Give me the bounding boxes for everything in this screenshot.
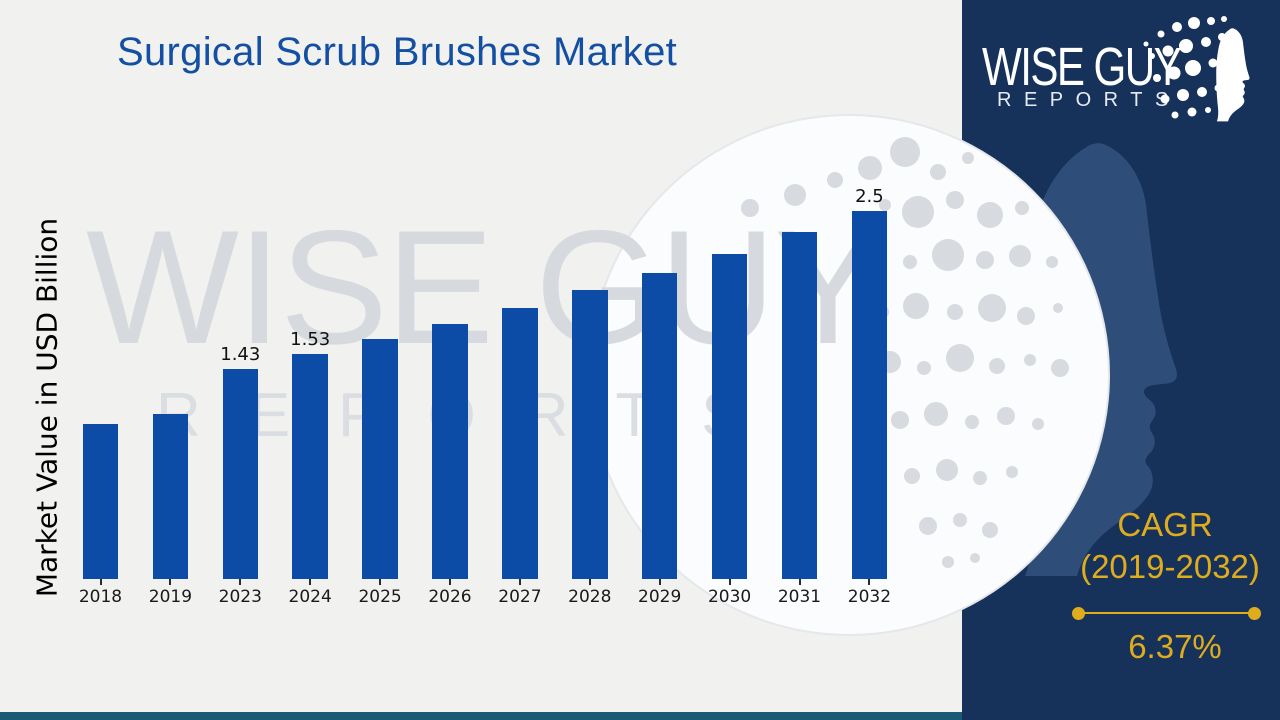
bar-2030 bbox=[711, 254, 748, 579]
bottom-strip bbox=[0, 712, 962, 720]
x-axis-tick bbox=[449, 579, 451, 585]
x-axis-tick bbox=[868, 579, 871, 585]
x-tick-label: 2025 bbox=[358, 587, 402, 607]
x-tick-label: 2031 bbox=[777, 587, 822, 607]
bar-value-label: 2.5 bbox=[855, 186, 884, 207]
x-tick-label: 2023 bbox=[218, 587, 262, 607]
watermark-line1: WISE GUY bbox=[86, 197, 882, 378]
bar-2025 bbox=[362, 339, 398, 579]
x-axis-tick bbox=[99, 579, 102, 585]
bar-2024 bbox=[292, 354, 328, 579]
bar-2023 bbox=[222, 369, 259, 579]
x-axis-tick bbox=[518, 579, 521, 585]
cagr-heading: CAGR bbox=[1117, 506, 1213, 543]
x-tick-label: 2028 bbox=[568, 587, 612, 607]
bar-2026 bbox=[432, 324, 468, 579]
page-title: Surgical Scrub Brushes Market bbox=[117, 30, 678, 74]
bar-2019 bbox=[152, 414, 189, 579]
x-tick-label: 2032 bbox=[847, 587, 892, 607]
cagr-value: 6.37% bbox=[1128, 628, 1222, 665]
bar-2018 bbox=[82, 424, 119, 579]
logo-wordmark: WISE GUY bbox=[982, 37, 1182, 97]
x-axis-tick bbox=[798, 579, 801, 585]
x-tick-label: 2019 bbox=[148, 587, 193, 607]
x-tick-label: 2026 bbox=[428, 587, 472, 607]
bar-value-label: 1.53 bbox=[290, 329, 331, 350]
x-tick-label: 2029 bbox=[638, 587, 682, 607]
x-tick-label: 2018 bbox=[78, 587, 123, 607]
x-axis-tick bbox=[728, 579, 731, 585]
bar-2028 bbox=[572, 290, 608, 579]
x-axis-tick bbox=[239, 579, 242, 585]
x-axis-tick bbox=[658, 579, 661, 585]
x-tick-label: 2030 bbox=[707, 587, 752, 607]
bar-2031 bbox=[781, 232, 818, 579]
bar-2029 bbox=[641, 273, 678, 579]
y-axis-label: Market Value in USD Billion bbox=[30, 217, 64, 598]
x-tick-label: 2027 bbox=[498, 587, 542, 607]
x-axis-tick bbox=[169, 579, 172, 585]
cagr-range: (2019-2032) bbox=[1080, 548, 1260, 585]
bar-2032 bbox=[851, 211, 888, 579]
bar-2027 bbox=[502, 308, 538, 579]
x-axis-tick bbox=[379, 579, 382, 585]
x-tick-label: 2024 bbox=[288, 587, 332, 607]
bar-value-label: 1.43 bbox=[220, 344, 261, 365]
cagr-underline bbox=[1072, 606, 1261, 620]
x-axis-tick bbox=[309, 579, 312, 585]
x-axis-tick bbox=[588, 579, 591, 585]
logo-subtitle: REPORTS bbox=[997, 89, 1181, 111]
